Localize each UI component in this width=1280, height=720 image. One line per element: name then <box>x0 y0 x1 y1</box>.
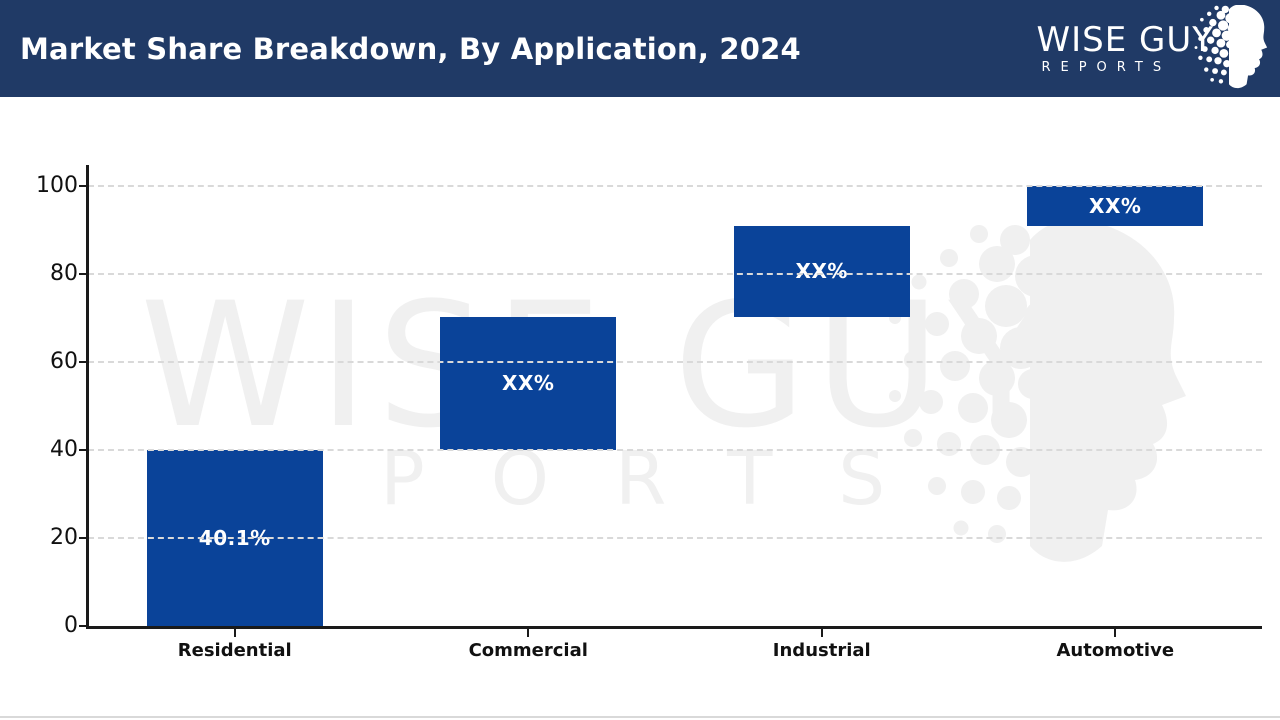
logo-text: WISE GUY REPORTS <box>1036 23 1214 74</box>
logo-subtitle: REPORTS <box>1041 60 1172 75</box>
bar-industrial: XX% <box>733 225 910 318</box>
page-title: Market Share Breakdown, By Application, … <box>20 31 801 66</box>
y-tick-mark <box>79 361 87 363</box>
x-category-label: Residential <box>177 640 292 661</box>
bar-commercial: XX% <box>440 317 617 450</box>
x-category-label: Commercial <box>468 640 588 661</box>
x-category-label: Industrial <box>772 640 871 661</box>
header-band: Market Share Breakdown, By Application, … <box>0 0 1280 97</box>
x-tick-mark <box>233 629 236 637</box>
bar-automotive: XX% <box>1027 186 1204 226</box>
y-tick-mark <box>79 625 87 627</box>
x-tick-mark <box>527 629 530 637</box>
bar-value-label: XX% <box>795 259 848 284</box>
y-tick-label: 80 <box>50 261 78 286</box>
y-tick-mark <box>79 273 87 275</box>
x-tick-mark <box>1114 629 1117 637</box>
bar-value-label: XX% <box>502 371 555 396</box>
y-tick-label: 40 <box>50 437 78 462</box>
y-axis-line <box>86 165 89 626</box>
chart-plot-area: 40.1% Residential XX% Commercial XX% Industri… <box>0 97 1280 720</box>
y-tick-mark <box>79 185 87 187</box>
gridline-60 <box>88 361 1262 363</box>
dotted-face-icon <box>1188 5 1270 93</box>
y-tick-label: 0 <box>64 613 78 638</box>
wise-guy-reports-logo: WISE GUY REPORTS <box>1036 5 1270 93</box>
gridline-80 <box>88 273 1262 275</box>
footer-divider <box>0 716 1280 718</box>
y-tick-label: 20 <box>50 525 78 550</box>
x-tick-mark <box>820 629 823 637</box>
y-tick-mark <box>79 449 87 451</box>
y-tick-label: 60 <box>50 349 78 374</box>
logo-wordmark: WISE GUY <box>1036 20 1214 60</box>
bar-value-label: XX% <box>1089 193 1142 218</box>
x-category-label: Automotive <box>1056 640 1175 661</box>
gridline-100 <box>88 185 1262 187</box>
x-axis-line <box>86 626 1262 629</box>
y-tick-label: 100 <box>36 173 78 198</box>
gridline-40 <box>88 449 1262 451</box>
gridline-20 <box>88 537 1262 539</box>
y-tick-mark <box>79 537 87 539</box>
